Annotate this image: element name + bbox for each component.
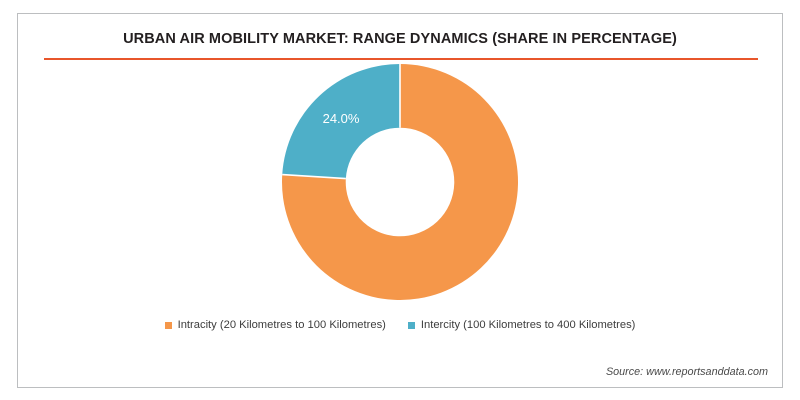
donut-slice-intracity[interactable] xyxy=(282,64,518,300)
donut-slice-separator xyxy=(282,173,346,180)
legend-swatch-intracity xyxy=(164,321,172,329)
donut-chart-plot-area: 24.0% xyxy=(18,62,782,318)
source-attribution: Source: www.reportsanddata.com xyxy=(605,366,768,378)
legend-label-intercity: Intercity (100 Kilometres to 400 Kilomet… xyxy=(420,319,636,331)
legend-swatch-intercity xyxy=(407,321,415,329)
donut-slice-intercity[interactable] xyxy=(282,64,400,179)
donut-slice-label-intercity: 24.0% xyxy=(323,111,360,126)
legend: Intracity (20 Kilometres to 100 Kilometr… xyxy=(18,319,782,331)
legend-item-intercity[interactable]: Intercity (100 Kilometres to 400 Kilomet… xyxy=(407,319,636,331)
title-divider xyxy=(44,58,758,60)
donut-chart: 24.0% xyxy=(282,64,518,300)
page-title: URBAN AIR MOBILITY MARKET: RANGE DYNAMIC… xyxy=(123,31,677,47)
legend-item-intracity[interactable]: Intracity (20 Kilometres to 100 Kilometr… xyxy=(164,319,386,331)
legend-label-intracity: Intracity (20 Kilometres to 100 Kilometr… xyxy=(177,319,386,331)
chart-card: URBAN AIR MOBILITY MARKET: RANGE DYNAMIC… xyxy=(17,13,783,388)
